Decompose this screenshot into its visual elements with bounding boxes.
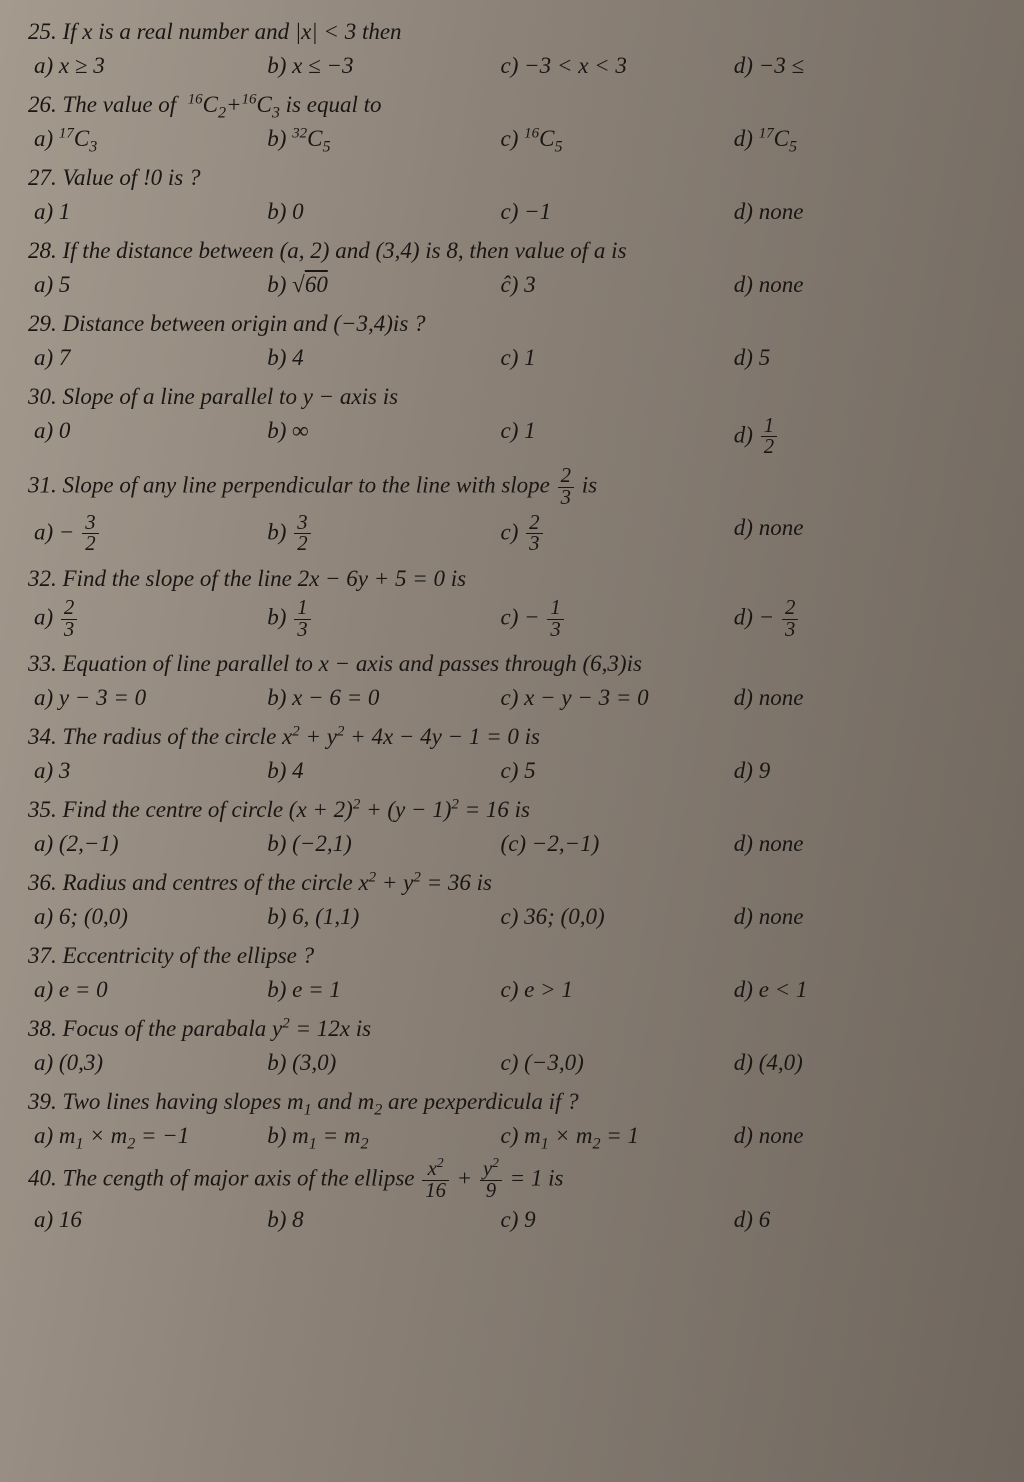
option: c) 23 (501, 511, 734, 557)
option: d) 6 (734, 1203, 967, 1237)
option: d) e < 1 (734, 973, 967, 1007)
options-32: a) 23b) 13c) − 13d) − 23 (34, 596, 1006, 642)
option: c) m1 × m2 = 1 (501, 1119, 734, 1153)
option: a) (2,−1) (34, 827, 267, 861)
option: c) 1 (501, 341, 734, 375)
options-40: a) 16b) 8c) 9d) 6 (34, 1203, 1006, 1237)
option: b) (3,0) (267, 1046, 500, 1080)
option: b) x ≤ −3 (267, 49, 500, 83)
options-37: a) e = 0b) e = 1c) e > 1d) e < 1 (34, 973, 1006, 1007)
option: a) m1 × m2 = −1 (34, 1119, 267, 1153)
option: b) 0 (267, 195, 500, 229)
option: c) e > 1 (501, 973, 734, 1007)
options-25: a) x ≥ 3b) x ≤ −3c) −3 < x < 3d) −3 ≤ (34, 49, 1006, 83)
question-32: 32. Find the slope of the line 2x − 6y +… (28, 563, 1006, 594)
option: a) 7 (34, 341, 267, 375)
option: a) 3 (34, 754, 267, 788)
option: a) 17C3 (34, 122, 267, 156)
option: a) y − 3 = 0 (34, 681, 267, 715)
option: d) none (734, 900, 967, 934)
option: b) √60 (267, 268, 500, 302)
question-30: 30. Slope of a line parallel to y − axis… (28, 381, 1006, 412)
question-38: 38. Focus of the parabala y2 = 12x is (28, 1013, 1006, 1044)
option: a) 5 (34, 268, 267, 302)
option: c) −3 < x < 3 (501, 49, 734, 83)
option: a) 23 (34, 596, 267, 642)
option: a) e = 0 (34, 973, 267, 1007)
option: d) none (734, 511, 967, 557)
option: b) 13 (267, 596, 500, 642)
option: d) 12 (734, 414, 967, 460)
options-33: a) y − 3 = 0b) x − 6 = 0c) x − y − 3 = 0… (34, 681, 1006, 715)
option: b) ∞ (267, 414, 500, 460)
option: c) 9 (501, 1203, 734, 1237)
option: d) 5 (734, 341, 967, 375)
option: c) 1 (501, 414, 734, 460)
option: b) 32C5 (267, 122, 500, 156)
option: d) (4,0) (734, 1046, 967, 1080)
options-28: a) 5b) √60ĉ) 3d) none (34, 268, 1006, 302)
option: ĉ) 3 (501, 268, 734, 302)
options-29: a) 7b) 4c) 1d) 5 (34, 341, 1006, 375)
option: a) − 32 (34, 511, 267, 557)
options-39: a) m1 × m2 = −1b) m1 = m2c) m1 × m2 = 1d… (34, 1119, 1006, 1153)
option: b) 8 (267, 1203, 500, 1237)
option: c) 5 (501, 754, 734, 788)
option: d) none (734, 681, 967, 715)
question-33: 33. Equation of line parallel to x − axi… (28, 648, 1006, 679)
option: c) (−3,0) (501, 1046, 734, 1080)
option: c) −1 (501, 195, 734, 229)
option: d) none (734, 1119, 967, 1153)
option: d) none (734, 195, 967, 229)
option: d) −3 ≤ (734, 49, 967, 83)
option: c) − 13 (501, 596, 734, 642)
option: (c) −2,−1) (501, 827, 734, 861)
options-27: a) 1b) 0c) −1d) none (34, 195, 1006, 229)
option: a) x ≥ 3 (34, 49, 267, 83)
question-35: 35. Find the centre of circle (x + 2)2 +… (28, 794, 1006, 825)
options-38: a) (0,3)b) (3,0)c) (−3,0)d) (4,0) (34, 1046, 1006, 1080)
option: d) 9 (734, 754, 967, 788)
question-25: 25. If x is a real number and |x| < 3 th… (28, 16, 1006, 47)
option: b) x − 6 = 0 (267, 681, 500, 715)
question-29: 29. Distance between origin and (−3,4)is… (28, 308, 1006, 339)
question-39: 39. Two lines having slopes m1 and m2 ar… (28, 1086, 1006, 1117)
option: a) (0,3) (34, 1046, 267, 1080)
question-27: 27. Value of !0 is ? (28, 162, 1006, 193)
option: d) none (734, 268, 967, 302)
options-34: a) 3b) 4c) 5d) 9 (34, 754, 1006, 788)
option: c) 16C5 (501, 122, 734, 156)
question-28: 28. If the distance between (a, 2) and (… (28, 235, 1006, 266)
option: d) − 23 (734, 596, 967, 642)
worksheet-page: 25. If x is a real number and |x| < 3 th… (0, 0, 1024, 1482)
option: a) 16 (34, 1203, 267, 1237)
question-37: 37. Eccentricity of the ellipse ? (28, 940, 1006, 971)
option: b) 32 (267, 511, 500, 557)
options-30: a) 0b) ∞c) 1d) 12 (34, 414, 1006, 460)
options-31: a) − 32b) 32c) 23d) none (34, 511, 1006, 557)
options-26: a) 17C3b) 32C5c) 16C5d) 17C5 (34, 122, 1006, 156)
question-31: 31. Slope of any line perpendicular to t… (28, 466, 1006, 508)
option: d) none (734, 827, 967, 861)
option: d) 17C5 (734, 122, 967, 156)
question-40: 40. The cength of major axis of the elli… (28, 1159, 1006, 1201)
option: b) (−2,1) (267, 827, 500, 861)
option: c) x − y − 3 = 0 (501, 681, 734, 715)
option: b) e = 1 (267, 973, 500, 1007)
question-34: 34. The radius of the circle x2 + y2 + 4… (28, 721, 1006, 752)
option: b) 4 (267, 341, 500, 375)
option: b) m1 = m2 (267, 1119, 500, 1153)
option: c) 36; (0,0) (501, 900, 734, 934)
options-35: a) (2,−1)b) (−2,1)(c) −2,−1)d) none (34, 827, 1006, 861)
question-26: 26. The value of 16C2+16C3 is equal to (28, 89, 1006, 120)
option: b) 6, (1,1) (267, 900, 500, 934)
option: b) 4 (267, 754, 500, 788)
question-36: 36. Radius and centres of the circle x2 … (28, 867, 1006, 898)
option: a) 0 (34, 414, 267, 460)
option: a) 1 (34, 195, 267, 229)
option: a) 6; (0,0) (34, 900, 267, 934)
options-36: a) 6; (0,0)b) 6, (1,1)c) 36; (0,0)d) non… (34, 900, 1006, 934)
